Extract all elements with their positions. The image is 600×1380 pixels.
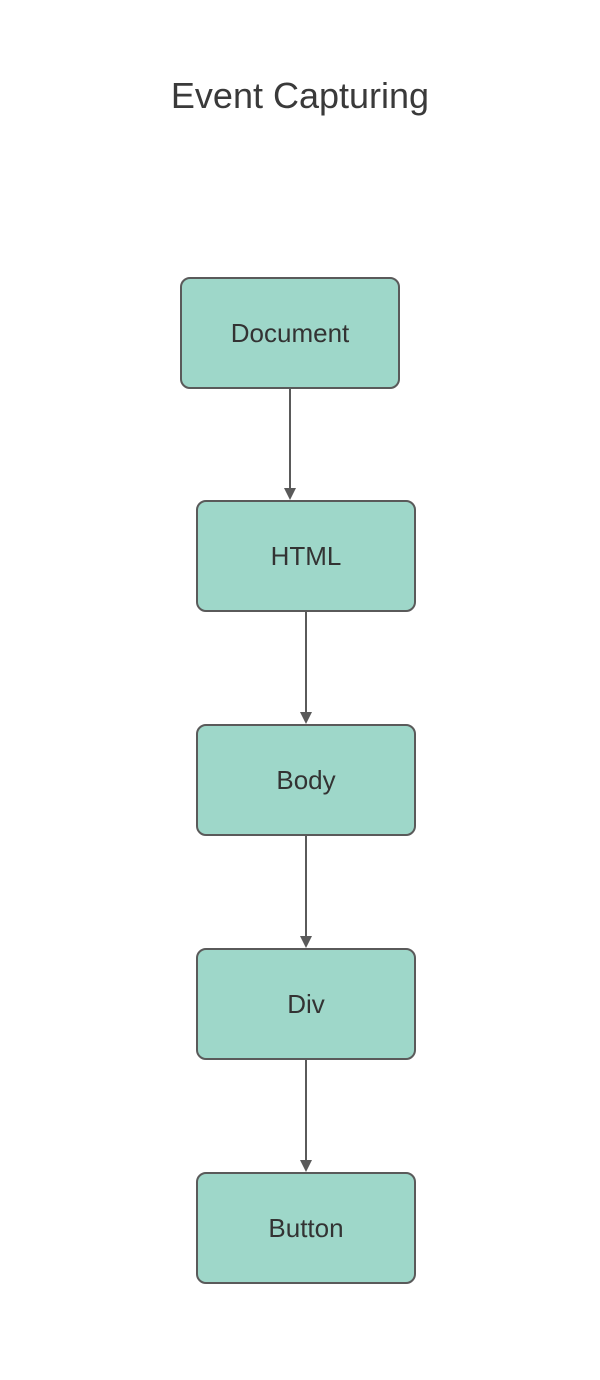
node-html-label: HTML — [271, 541, 342, 572]
node-document: Document — [180, 277, 400, 389]
node-body: Body — [196, 724, 416, 836]
node-div: Div — [196, 948, 416, 1060]
diagram-title: Event Capturing — [0, 75, 600, 117]
node-body-label: Body — [276, 765, 335, 796]
edge-html-body-head — [300, 712, 312, 724]
node-button: Button — [196, 1172, 416, 1284]
node-document-label: Document — [231, 318, 350, 349]
edge-div-button-head — [300, 1160, 312, 1172]
node-html: HTML — [196, 500, 416, 612]
node-button-label: Button — [268, 1213, 343, 1244]
edge-document-html-line — [289, 389, 291, 488]
edge-document-html-head — [284, 488, 296, 500]
edge-body-div-head — [300, 936, 312, 948]
edge-div-button-line — [305, 1060, 307, 1160]
node-div-label: Div — [287, 989, 325, 1020]
edge-body-div-line — [305, 836, 307, 936]
edge-html-body-line — [305, 612, 307, 712]
